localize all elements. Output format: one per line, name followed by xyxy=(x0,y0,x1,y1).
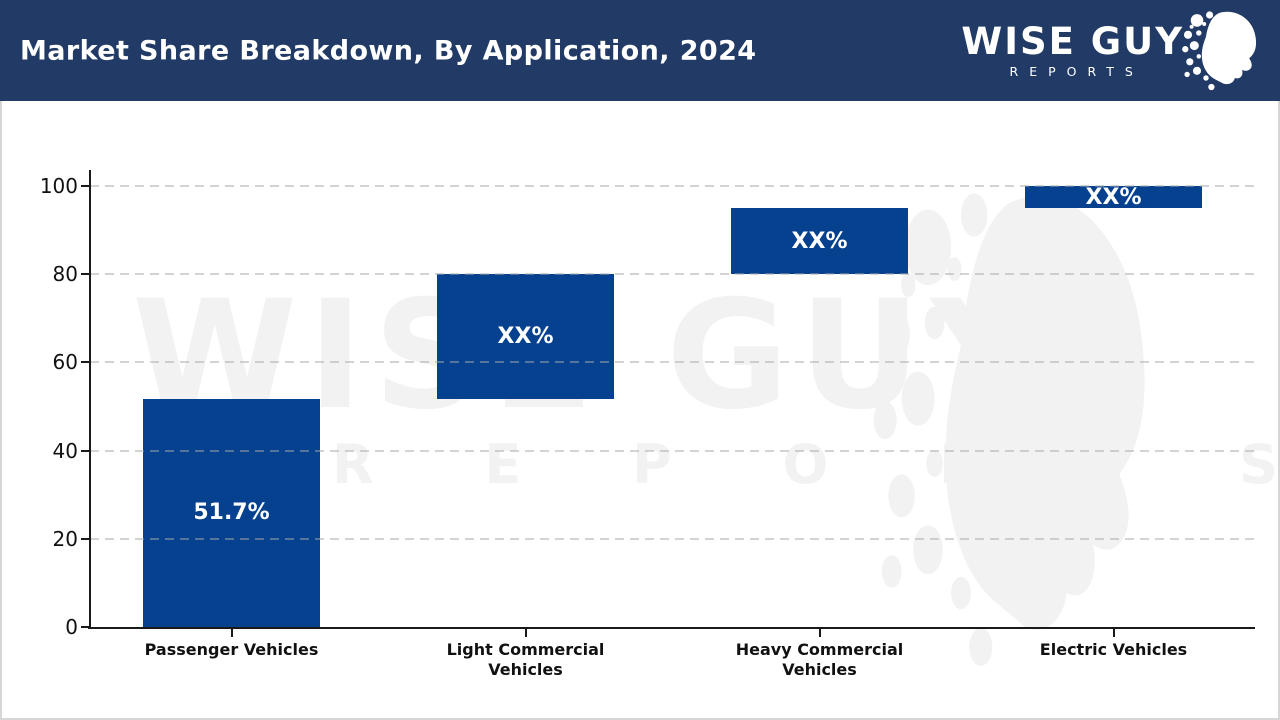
logo-wordmark: WISE GUY xyxy=(961,19,1184,63)
watermark-head-icon xyxy=(862,161,1192,705)
y-tick-mark xyxy=(81,185,90,187)
gridline xyxy=(90,537,1255,540)
gridline xyxy=(90,361,1255,364)
gridline xyxy=(90,273,1255,276)
wise-guy-logo: WISE GUY REPORTS xyxy=(961,6,1270,96)
x-axis-line xyxy=(88,627,1255,629)
bar xyxy=(437,274,614,399)
bar xyxy=(1025,186,1202,209)
bar xyxy=(143,399,320,627)
category-label: Heavy Commercial Vehicles xyxy=(735,640,904,679)
header: Market Share Breakdown, By Application, … xyxy=(0,0,1280,101)
x-tick-mark xyxy=(524,629,527,637)
y-tick-label: 60 xyxy=(52,350,78,375)
y-tick-mark xyxy=(81,273,90,276)
head-profile-icon xyxy=(1178,6,1270,96)
bar-value-label: 51.7% xyxy=(193,500,270,526)
y-tick-label: 40 xyxy=(52,438,78,463)
logo-subtitle: REPORTS xyxy=(1009,64,1144,80)
x-tick-mark xyxy=(818,629,821,637)
gridline xyxy=(90,185,1255,187)
category-label: Passenger Vehicles xyxy=(144,640,319,659)
y-tick-mark xyxy=(81,626,90,628)
y-tick-mark xyxy=(81,361,90,364)
y-tick-mark xyxy=(81,537,90,540)
y-tick-label: 20 xyxy=(52,526,78,551)
y-tick-label: 0 xyxy=(65,615,78,639)
bar-value-label: XX% xyxy=(791,228,848,254)
bar-value-label: XX% xyxy=(1085,184,1142,210)
y-tick-label: 100 xyxy=(39,174,78,198)
gridline xyxy=(90,449,1255,452)
logo-text: WISE GUY REPORTS xyxy=(961,19,1184,80)
x-tick-mark xyxy=(1112,629,1115,637)
category-label: Electric Vehicles xyxy=(1039,640,1188,659)
chart-title: Market Share Breakdown, By Application, … xyxy=(20,35,757,66)
bar xyxy=(731,208,908,275)
bar-value-label: XX% xyxy=(497,324,554,350)
y-tick-mark xyxy=(81,449,90,452)
x-tick-mark xyxy=(230,629,233,637)
category-label: Light Commercial Vehicles xyxy=(446,640,605,679)
y-tick-label: 80 xyxy=(52,262,78,287)
y-axis-line xyxy=(89,170,91,629)
